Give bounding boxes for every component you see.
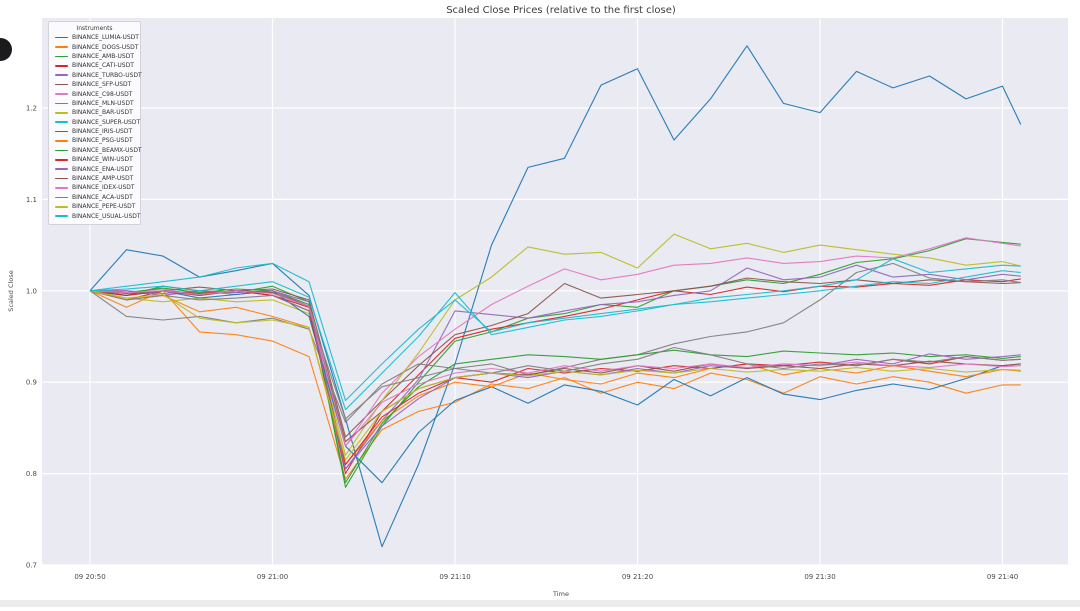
x-tick-label: 09 21:10 xyxy=(439,573,470,581)
legend-swatch xyxy=(55,55,68,58)
legend-item: BINANCE_PEPE-USDT xyxy=(49,202,140,211)
series-line-BINANCE_USUAL-USDT xyxy=(89,270,1021,411)
legend-item: BINANCE_TURBO-USDT xyxy=(49,71,142,80)
legend-item: BINANCE_IRIS-USDT xyxy=(49,127,140,136)
series-line-BINANCE_SUPER-USDT xyxy=(89,258,1021,402)
legend-title: Instruments xyxy=(76,25,113,32)
legend-swatch xyxy=(55,112,68,114)
legend-label: BINANCE_USUAL-USDT xyxy=(72,212,141,220)
legend-label: BINANCE_DOGS-USDT xyxy=(72,43,139,51)
legend-item: BINANCE_C98-USDT xyxy=(49,89,140,98)
x-tick-label: 09 20:50 xyxy=(74,573,105,581)
x-tick-label: 09 21:00 xyxy=(257,573,288,581)
legend-swatch xyxy=(55,140,68,142)
legend-swatch xyxy=(55,215,68,217)
series-line-BINANCE_DOGS-USDT xyxy=(89,290,1021,480)
legend-item: BINANCE_AMB-USDT xyxy=(49,52,140,61)
legend-label: BINANCE_ACA-USDT xyxy=(72,193,133,201)
legend-label: BINANCE_SUPER-USDT xyxy=(72,118,141,126)
y-tick-label: 0.7 xyxy=(26,562,37,570)
legend-swatch xyxy=(55,46,68,48)
legend-swatch xyxy=(55,196,68,199)
series-line-BINANCE_IDEX-USDT xyxy=(89,290,1021,447)
legend-label: BINANCE_AMB-USDT xyxy=(72,52,134,60)
legend-item: BINANCE_SFP-USDT xyxy=(49,80,140,89)
legend-label: BINANCE_IDEX-USDT xyxy=(72,184,135,192)
legend-swatch xyxy=(55,102,68,105)
legend-item: BINANCE_USUAL-USDT xyxy=(49,211,141,220)
legend-swatch xyxy=(55,36,68,39)
legend-item: BINANCE_WIN-USDT xyxy=(49,155,140,164)
y-tick-label: 0.8 xyxy=(26,470,37,478)
series-line-BINANCE_LUMIA-USDT xyxy=(89,45,1022,548)
legend-swatch xyxy=(55,93,68,95)
legend-item: BINANCE_AMP-USDT xyxy=(49,174,140,183)
legend-swatch xyxy=(55,83,68,86)
y-tick-label: 0.9 xyxy=(26,379,37,387)
legend-swatch xyxy=(55,149,68,152)
series-line-BINANCE_BAR-USDT xyxy=(89,233,1021,456)
legend-item: BINANCE_ENA-USDT xyxy=(49,164,140,173)
chart-title: Scaled Close Prices (relative to the fir… xyxy=(446,5,676,16)
series-line-BINANCE_PSG-USDT xyxy=(89,290,1021,466)
legend-label: BINANCE_AMP-USDT xyxy=(72,175,134,183)
y-tick-label: 1.0 xyxy=(26,287,37,295)
axis-tick-labels: 09 20:50 09 21:00 09 21:10 09 21:20 09 21:30… xyxy=(26,105,1018,582)
legend-swatch xyxy=(55,205,68,208)
series-line-BINANCE_IRIS-USDT xyxy=(89,290,1021,484)
legend-swatch xyxy=(55,177,68,180)
legend-swatch xyxy=(55,187,68,189)
legend-label: BINANCE_BAR-USDT xyxy=(72,109,133,117)
legend-label: BINANCE_TURBO-USDT xyxy=(72,71,142,79)
legend-item: BINANCE_IDEX-USDT xyxy=(49,183,140,192)
legend-swatch xyxy=(55,130,68,133)
legend-item: BINANCE_MLN-USDT xyxy=(49,99,140,108)
legend-label: BINANCE_C98-USDT xyxy=(72,90,133,98)
legend-swatch xyxy=(55,168,68,170)
legend-item: BINANCE_CATI-USDT xyxy=(49,61,140,70)
y-tick-label: 1.2 xyxy=(26,105,37,113)
legend-swatch xyxy=(55,121,68,123)
legend-swatch xyxy=(55,74,68,77)
legend-item: BINANCE_PSG-USDT xyxy=(49,136,140,145)
y-tick-label: 1.1 xyxy=(26,196,37,204)
legend-item: BINANCE_BAR-USDT xyxy=(49,108,140,117)
series-line-BINANCE_PEPE-USDT xyxy=(89,290,1021,461)
x-tick-label: 09 21:40 xyxy=(987,573,1018,581)
legend-label: BINANCE_PEPE-USDT xyxy=(72,203,136,211)
legend-item: BINANCE_SUPER-USDT xyxy=(49,118,140,127)
legend-swatch xyxy=(55,65,68,67)
legend-label: BINANCE_PSG-USDT xyxy=(72,137,133,145)
legend-item: BINANCE_ACA-USDT xyxy=(49,193,140,202)
series-lines xyxy=(89,45,1022,548)
chart-legend: Instruments BINANCE_LUMIA-USDT BINANCE_DO… xyxy=(48,21,142,225)
x-axis-label: Time xyxy=(552,590,569,598)
legend-swatch xyxy=(55,158,68,161)
legend-label: BINANCE_LUMIA-USDT xyxy=(72,34,139,42)
legend-label: BINANCE_CATI-USDT xyxy=(72,62,134,70)
series-line-BINANCE_BEAMX-USDT xyxy=(89,287,1021,484)
y-axis-label: Scaled Close xyxy=(7,270,15,311)
legend-item: BINANCE_LUMIA-USDT xyxy=(49,33,140,42)
legend-label: BINANCE_ENA-USDT xyxy=(72,165,133,173)
x-tick-label: 09 21:30 xyxy=(804,573,835,581)
series-line-BINANCE_SFP-USDT xyxy=(89,277,1021,438)
legend-label: BINANCE_SFP-USDT xyxy=(72,81,132,89)
legend-label: BINANCE_BEAMX-USDT xyxy=(72,146,142,154)
bottom-edge-strip xyxy=(0,600,1080,607)
legend-item: BINANCE_DOGS-USDT xyxy=(49,42,140,51)
screen-overlay-dot[interactable] xyxy=(0,38,12,61)
x-tick-label: 09 21:20 xyxy=(622,573,653,581)
legend-item: BINANCE_BEAMX-USDT xyxy=(49,146,142,155)
legend-label: BINANCE_MLN-USDT xyxy=(72,99,134,107)
legend-label: BINANCE_WIN-USDT xyxy=(72,156,133,164)
legend-label: BINANCE_IRIS-USDT xyxy=(72,128,133,136)
